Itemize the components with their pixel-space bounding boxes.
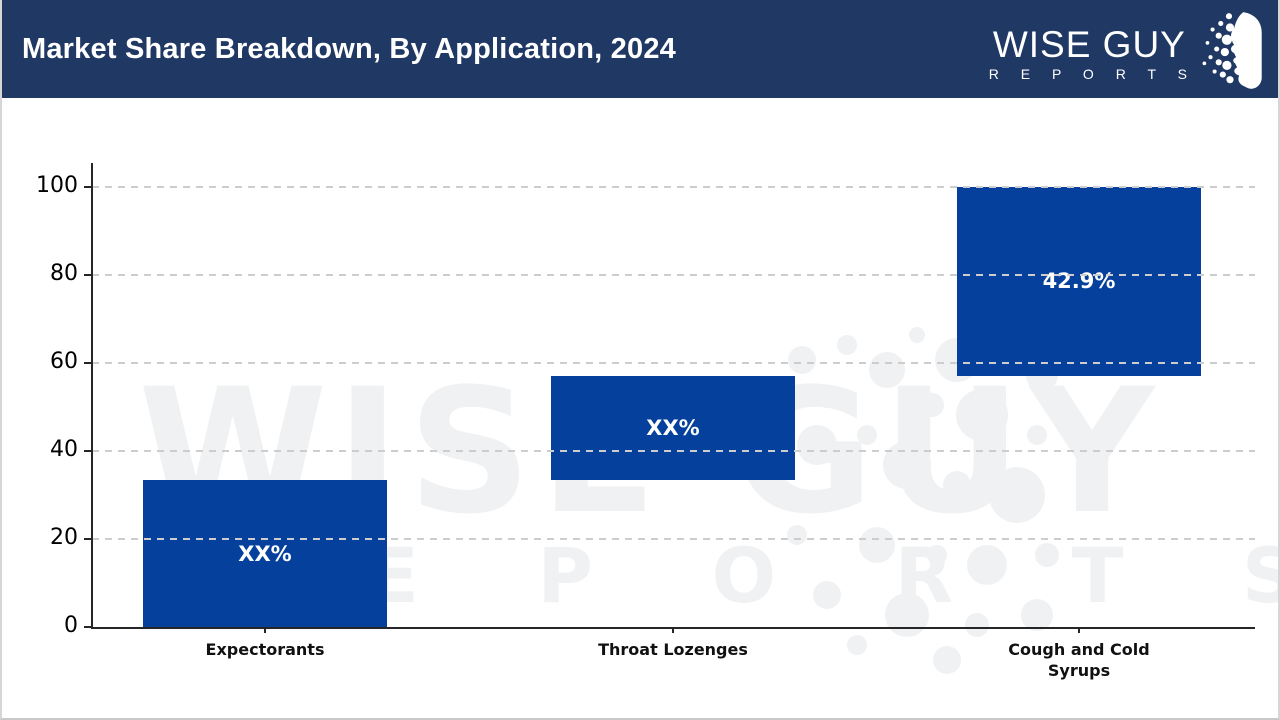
gridline-80 (92, 274, 1255, 276)
logo-subtitle: R E P O R T S (988, 66, 1196, 82)
bar-cough-and-cold-syrups: 42.9% (957, 187, 1201, 376)
gridline-40 (92, 450, 1255, 452)
y-tick-label-20: 20 (50, 525, 78, 550)
dotted-face-icon (1202, 12, 1262, 89)
y-tick-mark-80 (84, 274, 92, 276)
y-tick-mark-40 (84, 450, 92, 452)
watermark-dotted-face (787, 303, 1066, 674)
x-tick-mark-throat-lozenges (672, 627, 674, 633)
chart-title: Market Share Breakdown, By Application, … (22, 32, 676, 65)
bar-expectorants: XX% (143, 480, 387, 627)
chart-area: WISE GUY R E P O R T S (2, 98, 1278, 718)
bar-throat-lozenges: XX% (551, 375, 795, 481)
logo-text: WISE GUY R E P O R T S (983, 26, 1196, 82)
header-bar: Market Share Breakdown, By Application, … (2, 0, 1278, 98)
y-tick-label-80: 80 (50, 261, 78, 286)
x-tick-label-expectorants: Expectorants (205, 640, 325, 659)
y-tick-mark-60 (84, 362, 92, 364)
gridline-20 (92, 538, 1255, 540)
y-tick-mark-20 (84, 538, 92, 540)
y-tick-label-0: 0 (64, 613, 78, 638)
y-tick-label-40: 40 (50, 437, 78, 462)
bar-value-label-cough-and-cold-syrups: 42.9% (1042, 269, 1116, 294)
gridline-100 (92, 186, 1255, 188)
y-tick-label-60: 60 (50, 349, 78, 374)
bar-value-label-expectorants: XX% (238, 541, 292, 566)
x-tick-mark-cough-and-cold-syrups (1078, 627, 1080, 633)
y-tick-mark-0 (84, 626, 92, 628)
x-tick-label-cough-and-cold-syrups: Cough and Cold Syrups (1008, 640, 1150, 680)
gridline-60 (92, 362, 1255, 364)
wise-guy-reports-logo: WISE GUY R E P O R T S (983, 6, 1264, 92)
y-axis-line (91, 163, 93, 629)
logo-wordmark: WISE GUY (992, 24, 1186, 65)
y-tick-mark-100 (84, 186, 92, 188)
x-tick-label-throat-lozenges: Throat Lozenges (598, 640, 748, 659)
bar-value-label-throat-lozenges: XX% (646, 416, 700, 441)
x-tick-mark-expectorants (264, 627, 266, 633)
y-tick-label-100: 100 (36, 173, 78, 198)
